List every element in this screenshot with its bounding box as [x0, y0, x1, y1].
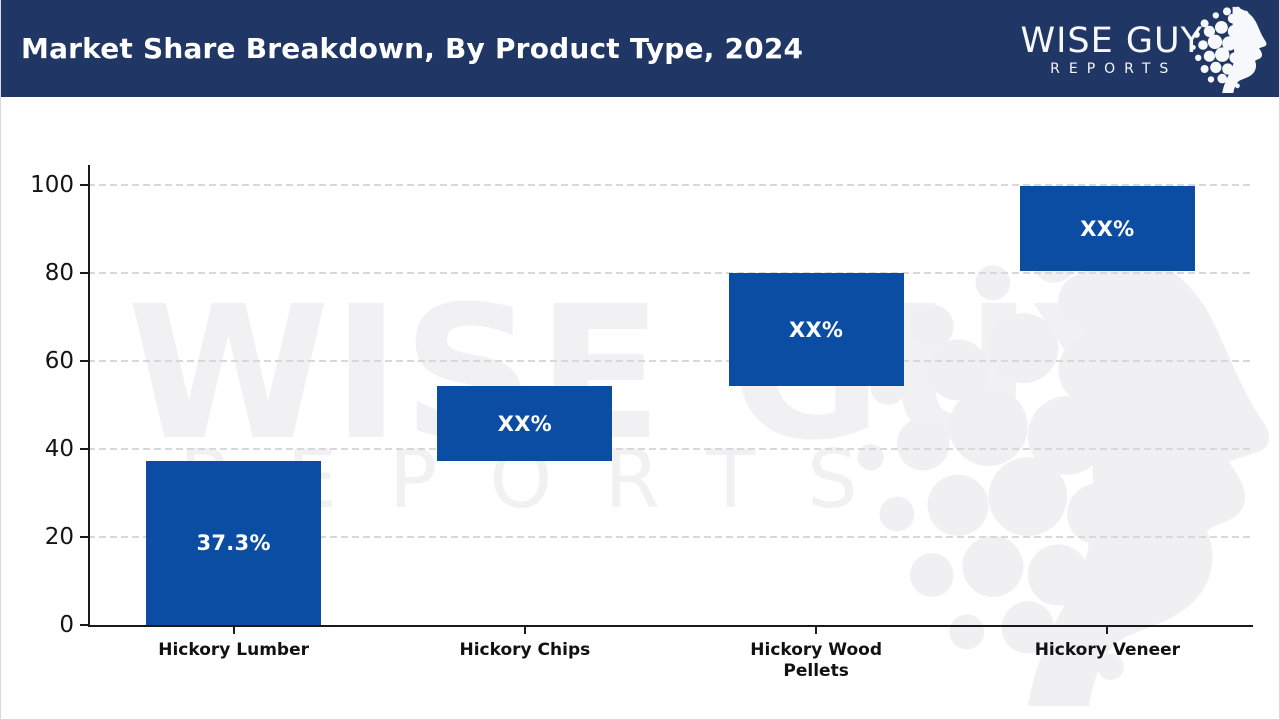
x-category-label-3: Hickory Wood Pellets: [750, 640, 882, 682]
bar-hickory-lumber: 37.3%: [146, 460, 322, 625]
bar-value-label: 37.3%: [196, 530, 271, 555]
y-axis-line: [88, 165, 90, 627]
grid-line-40: [88, 448, 1253, 450]
bar-value-label: XX%: [497, 411, 553, 436]
wiseguy-reports-logo: WISE GUY REPORTS: [1020, 4, 1267, 94]
grid-line-60: [88, 360, 1253, 362]
x-category-label-1: Hickory Lumber: [158, 640, 310, 660]
bar-value-label: XX%: [788, 317, 844, 342]
bar-hickory-wood-pellets: XX%: [728, 273, 904, 386]
x-axis-tick: [1106, 627, 1109, 634]
x-axis-line: [88, 625, 1253, 627]
grid-line-20: [88, 536, 1253, 538]
header-bar: Market Share Breakdown, By Product Type,…: [1, 0, 1279, 97]
x-axis-tick: [523, 627, 526, 634]
logo-text: WISE GUY REPORTS: [1020, 21, 1203, 77]
logo-reports-label: REPORTS: [1050, 61, 1178, 77]
y-axis-tick-label: 20: [44, 524, 74, 550]
y-axis-tick-label: 100: [30, 172, 74, 198]
bar-value-label: XX%: [1080, 216, 1135, 241]
y-axis-tick-40: [80, 448, 88, 450]
y-axis-tick-20: [80, 536, 88, 538]
grid-line-100: [88, 184, 1253, 186]
x-category-label-2: Hickory Chips: [459, 640, 591, 660]
y-axis-tick-label: 60: [44, 348, 74, 374]
chart-title: Market Share Breakdown, By Product Type,…: [21, 32, 804, 65]
y-axis-tick-100: [80, 184, 88, 186]
x-axis-tick: [232, 627, 235, 634]
y-axis-tick-label: 80: [44, 260, 74, 286]
grid-line-80: [88, 272, 1253, 274]
y-axis-tick-label: 0: [59, 612, 74, 638]
x-category-label-4: Hickory Veneer: [1034, 640, 1181, 660]
x-axis-tick: [815, 627, 818, 634]
bar-hickory-chips: XX%: [437, 386, 613, 462]
y-axis-tick-80: [80, 272, 88, 274]
y-axis-tick-60: [80, 360, 88, 362]
y-axis-tick-label: 40: [44, 436, 74, 462]
logo-wiseguy-label: WISE GUY: [1020, 21, 1203, 61]
bar-hickory-veneer: XX%: [1019, 185, 1195, 272]
y-axis-tick-0: [80, 624, 88, 626]
